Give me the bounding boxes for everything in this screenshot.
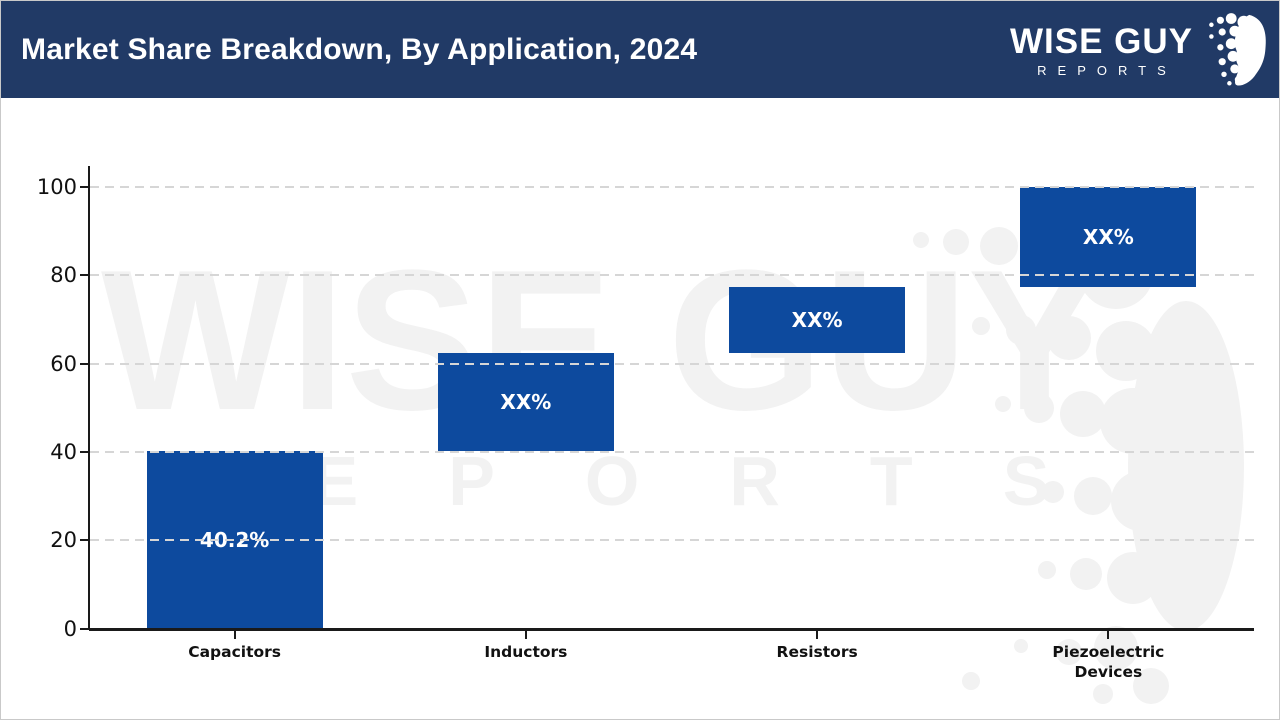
bar-inductors: XX% bbox=[437, 353, 614, 451]
gridline-60 bbox=[90, 362, 1254, 365]
y-tick-label-80: 80 bbox=[50, 263, 77, 288]
y-tick-label-0: 0 bbox=[63, 616, 77, 641]
x-axis-label-piezoelectric-devices: Piezoelectric Devices bbox=[1052, 643, 1165, 681]
x-axis-line bbox=[89, 628, 1254, 631]
header-bar: Market Share Breakdown, By Application, … bbox=[1, 1, 1279, 98]
bar-piezoelectric-devices: XX% bbox=[1020, 187, 1197, 287]
y-tick-mark-0 bbox=[80, 627, 89, 630]
x-tick-mark-resistors bbox=[816, 631, 819, 639]
y-tick-mark-40 bbox=[80, 450, 89, 453]
y-tick-label-20: 20 bbox=[50, 528, 77, 553]
y-tick-mark-60 bbox=[80, 362, 89, 365]
bar-resistors: XX% bbox=[729, 286, 906, 353]
gridline-40 bbox=[90, 450, 1254, 453]
gridline-100 bbox=[90, 186, 1254, 188]
wiseguy-head-icon bbox=[1209, 13, 1266, 86]
wiseguy-logo: WISE GUY REPORTS bbox=[1010, 7, 1269, 93]
bar-value-label-piezoelectric-devices: XX% bbox=[1082, 224, 1134, 249]
y-tick-mark-100 bbox=[80, 186, 89, 188]
logo-reports-text: REPORTS bbox=[1037, 62, 1177, 78]
y-tick-mark-20 bbox=[80, 539, 89, 542]
y-tick-mark-80 bbox=[80, 274, 89, 277]
y-axis-line bbox=[88, 166, 90, 630]
gridline-80 bbox=[90, 274, 1254, 277]
bar-value-label-inductors: XX% bbox=[500, 390, 552, 414]
logo-wiseguy-text: WISE GUY bbox=[1009, 21, 1193, 61]
x-axis-label-resistors: Resistors bbox=[776, 643, 858, 661]
y-tick-label-40: 40 bbox=[50, 439, 77, 464]
logo-text: WISE GUY REPORTS bbox=[1009, 21, 1193, 78]
bar-value-label-resistors: XX% bbox=[791, 307, 843, 332]
x-axis-label-inductors: Inductors bbox=[484, 643, 568, 661]
page-title: Market Share Breakdown, By Application, … bbox=[21, 32, 698, 66]
gridline-20 bbox=[90, 539, 1254, 542]
x-tick-mark-capacitors bbox=[233, 631, 236, 639]
x-axis-label-capacitors: Capacitors bbox=[188, 643, 282, 661]
y-tick-label-60: 60 bbox=[50, 351, 77, 376]
x-tick-mark-inductors bbox=[524, 631, 527, 639]
y-tick-label-100: 100 bbox=[36, 175, 77, 199]
x-tick-mark-piezoelectric-devices bbox=[1107, 631, 1110, 639]
